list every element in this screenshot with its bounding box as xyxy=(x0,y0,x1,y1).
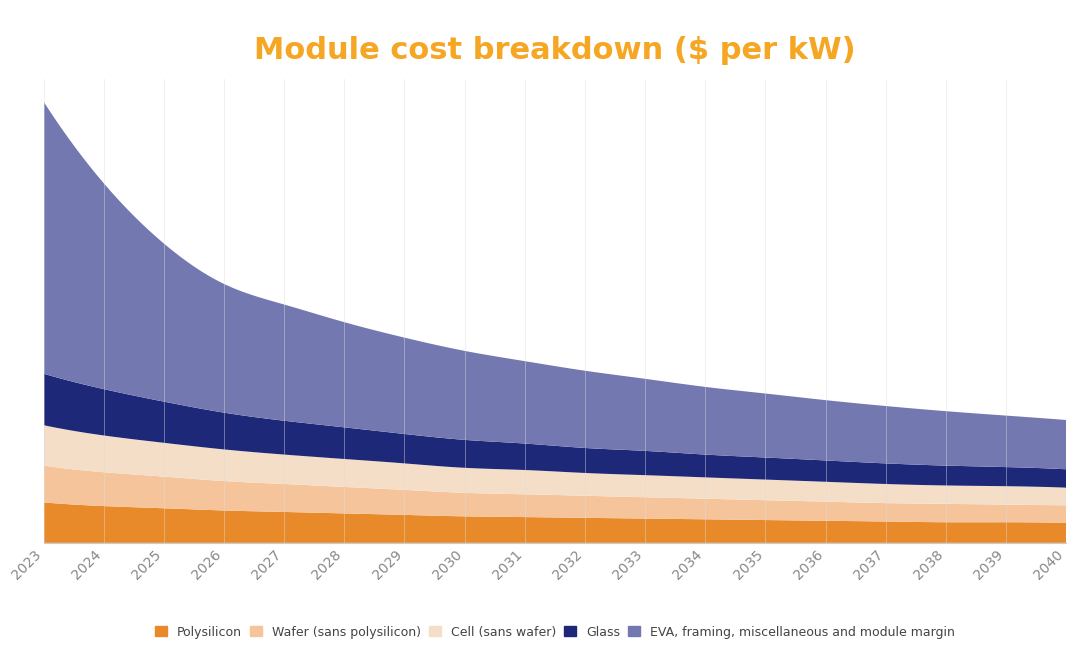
Title: Module cost breakdown ($ per kW): Module cost breakdown ($ per kW) xyxy=(255,36,855,65)
Legend: Polysilicon, Wafer (sans polysilicon), Cell (sans wafer), Glass, EVA, framing, m: Polysilicon, Wafer (sans polysilicon), C… xyxy=(154,626,955,639)
